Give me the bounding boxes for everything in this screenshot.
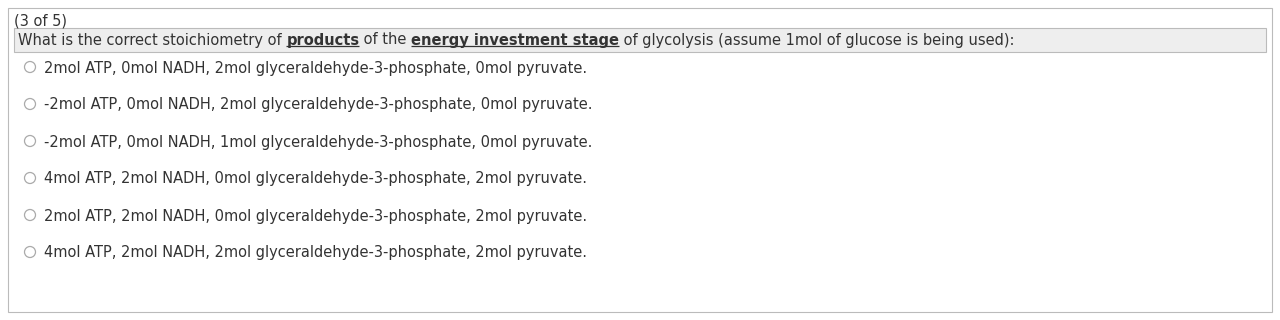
- Text: What is the correct stoichiometry of: What is the correct stoichiometry of: [18, 33, 287, 47]
- Text: of the: of the: [360, 33, 411, 47]
- Text: 4mol ATP, 2mol NADH, 0mol glyceraldehyde-3-phosphate, 2mol pyruvate.: 4mol ATP, 2mol NADH, 0mol glyceraldehyde…: [44, 172, 588, 187]
- Text: products: products: [287, 33, 360, 47]
- Text: 4mol ATP, 2mol NADH, 2mol glyceraldehyde-3-phosphate, 2mol pyruvate.: 4mol ATP, 2mol NADH, 2mol glyceraldehyde…: [44, 245, 588, 260]
- Text: of glycolysis (assume 1mol of glucose is being used):: of glycolysis (assume 1mol of glucose is…: [620, 33, 1015, 47]
- Text: 2mol ATP, 2mol NADH, 0mol glyceraldehyde-3-phosphate, 2mol pyruvate.: 2mol ATP, 2mol NADH, 0mol glyceraldehyde…: [44, 209, 588, 223]
- Text: energy investment stage: energy investment stage: [411, 33, 620, 47]
- Text: -2mol ATP, 0mol NADH, 1mol glyceraldehyde-3-phosphate, 0mol pyruvate.: -2mol ATP, 0mol NADH, 1mol glyceraldehyd…: [44, 134, 593, 149]
- Bar: [14, 28, 1266, 52]
- Text: -2mol ATP, 0mol NADH, 2mol glyceraldehyde-3-phosphate, 0mol pyruvate.: -2mol ATP, 0mol NADH, 2mol glyceraldehyd…: [44, 98, 593, 113]
- Text: 2mol ATP, 0mol NADH, 2mol glyceraldehyde-3-phosphate, 0mol pyruvate.: 2mol ATP, 0mol NADH, 2mol glyceraldehyde…: [44, 60, 588, 76]
- Text: (3 of 5): (3 of 5): [14, 14, 67, 29]
